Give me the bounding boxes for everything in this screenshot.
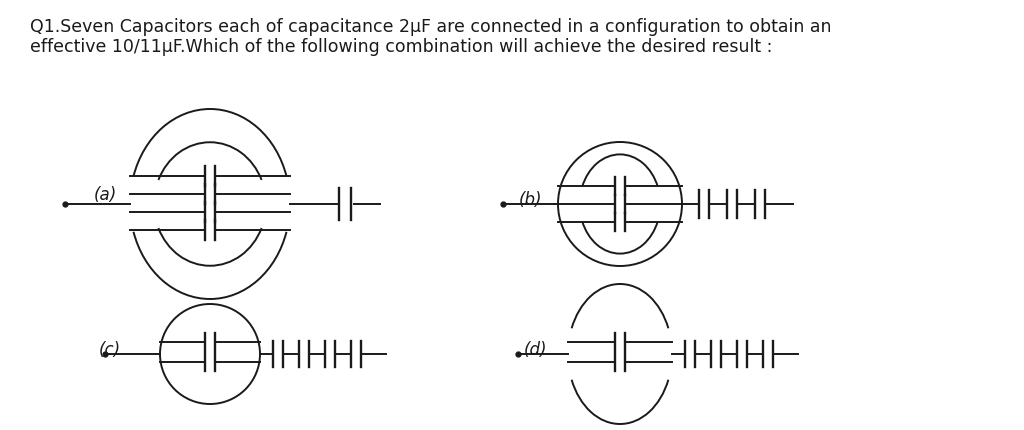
Text: Q1.Seven Capacitors each of capacitance 2μF are connected in a configuration to : Q1.Seven Capacitors each of capacitance … <box>30 18 831 36</box>
Text: (a): (a) <box>93 186 117 203</box>
Text: (b): (b) <box>518 190 542 209</box>
Text: effective 10/11μF.Which of the following combination will achieve the desired re: effective 10/11μF.Which of the following… <box>30 38 772 56</box>
Text: (d): (d) <box>523 340 547 358</box>
Text: (c): (c) <box>99 340 121 358</box>
